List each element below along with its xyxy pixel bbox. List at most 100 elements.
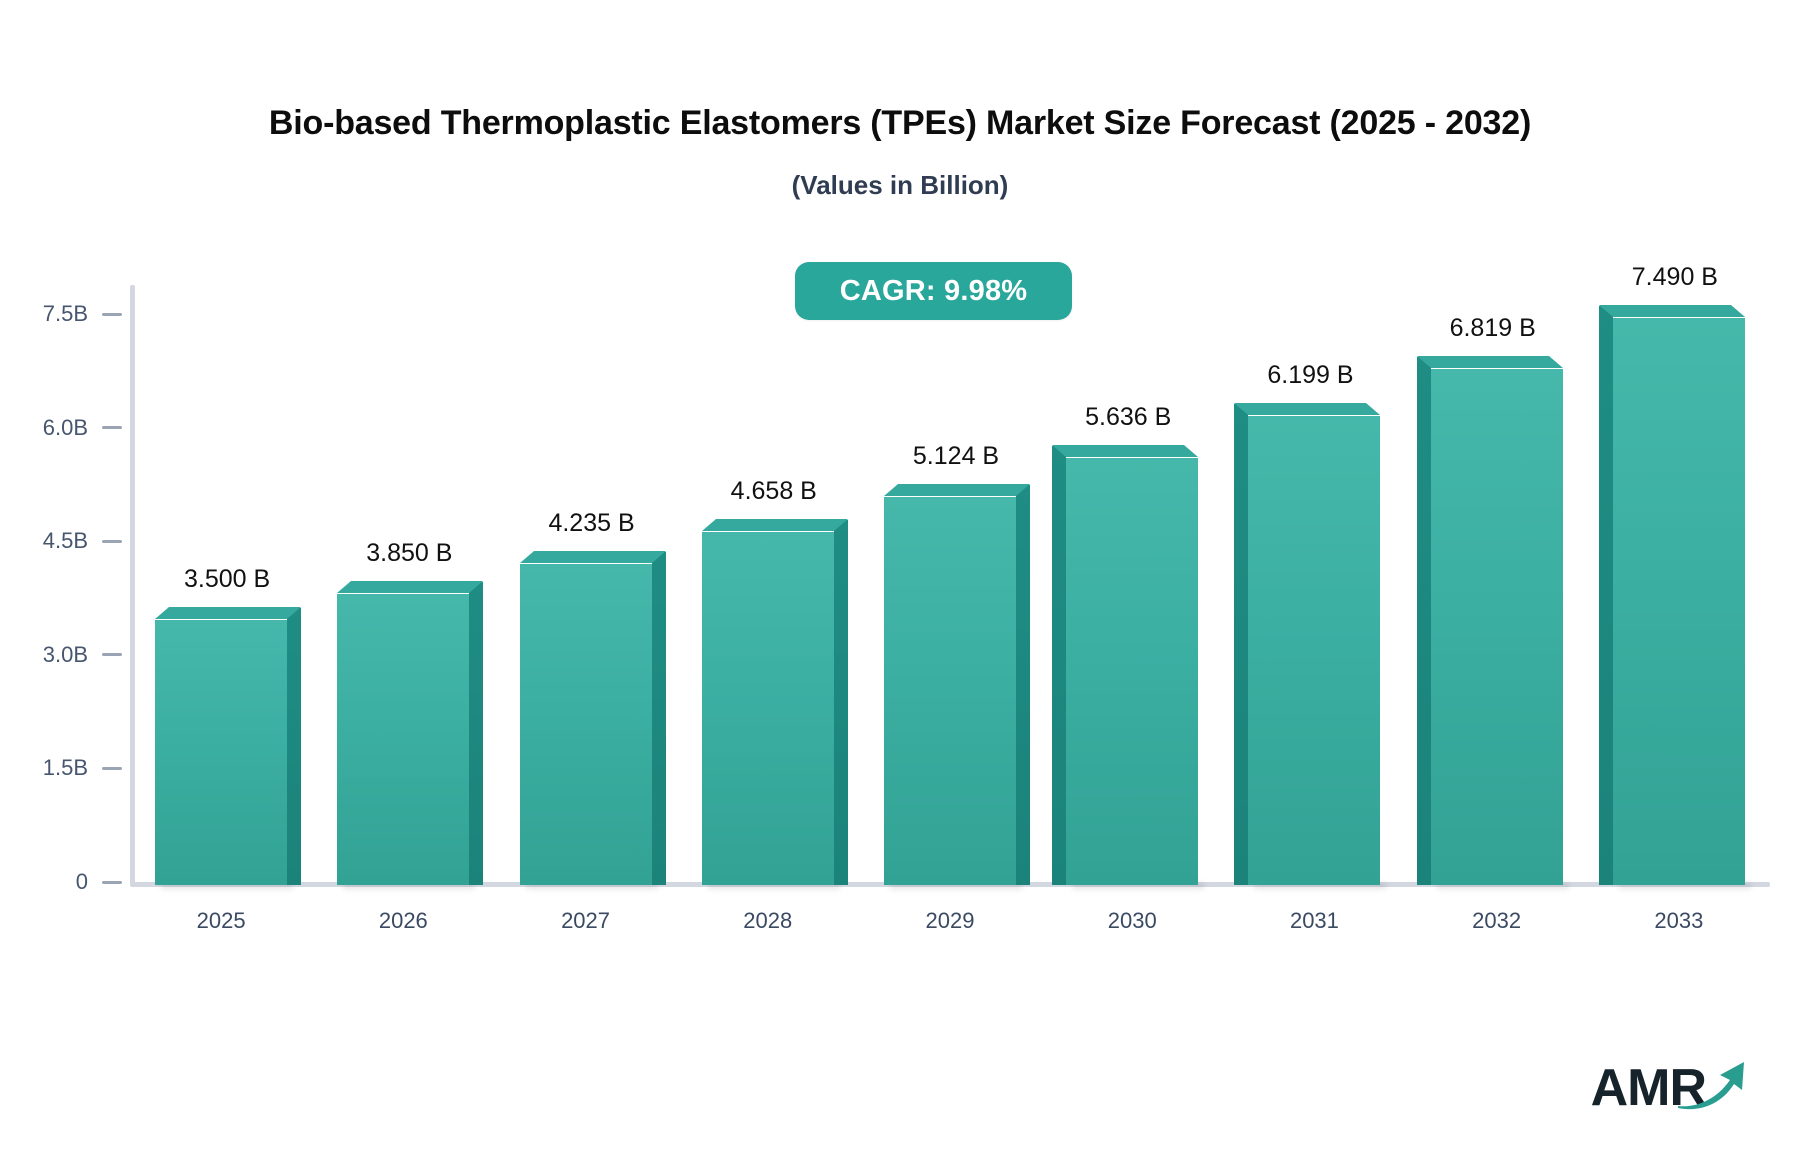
- bar-column: [701, 285, 848, 889]
- y-axis-tick-label: 1.5B: [42, 755, 88, 781]
- bar-shadow: [707, 883, 840, 889]
- cagr-badge-label: CAGR: 9.98%: [839, 274, 1028, 307]
- y-axis-tick: 3.0B: [0, 642, 122, 668]
- bar: [519, 551, 666, 889]
- bar-top-face: [1416, 355, 1563, 368]
- bar-front-face: [155, 620, 288, 885]
- y-axis-tick-label: 0: [75, 869, 88, 894]
- bar-column: [1598, 285, 1751, 889]
- bar-column: [337, 285, 484, 889]
- bar-column: [155, 285, 302, 889]
- bar-side-face: [1234, 403, 1249, 885]
- x-axis-label: 2028: [743, 908, 793, 933]
- bar-top-face: [884, 484, 1030, 497]
- bar: [884, 484, 1030, 889]
- x-axis-label: 2025: [196, 908, 246, 933]
- bar-value-label: 3.850 B: [366, 538, 453, 567]
- bar-front-face: [1066, 458, 1199, 885]
- bar-shadow: [525, 883, 658, 889]
- bar-value-label: 6.819 B: [1449, 313, 1536, 342]
- y-axis-tick: 0: [0, 869, 122, 895]
- bar-front-face: [1612, 318, 1745, 885]
- y-axis-tick: 6.0B: [0, 415, 122, 441]
- arrow-up-right-icon: [1676, 1056, 1748, 1112]
- y-axis-tick-label: 4.5B: [42, 528, 88, 554]
- y-axis-tick-mark: [102, 653, 122, 657]
- chart-title: Bio-based Thermoplastic Elastomers (TPEs…: [268, 104, 1532, 142]
- bar-side-face: [469, 581, 484, 885]
- bar-front-face: [701, 532, 834, 885]
- bar-value-label: 5.124 B: [912, 442, 1000, 471]
- bar-top-face: [155, 607, 302, 620]
- bar-side-face: [651, 552, 666, 885]
- bar-side-face: [1016, 485, 1030, 885]
- bar-shadow: [161, 883, 294, 889]
- bar-column: [1052, 285, 1205, 889]
- bar-front-face: [1248, 415, 1381, 885]
- bar-value-label: 6.199 B: [1267, 360, 1354, 389]
- y-axis-line: [130, 285, 135, 886]
- y-axis-tick: 4.5B: [0, 528, 122, 554]
- bar-top-face: [1234, 402, 1381, 415]
- y-axis-tick: 1.5B: [0, 755, 122, 781]
- bar-front-face: [337, 593, 470, 885]
- bar: [1416, 355, 1569, 889]
- bar-top-face: [701, 519, 848, 532]
- bar-side-face: [1598, 306, 1613, 885]
- x-axis-label: 2029: [925, 908, 975, 933]
- y-axis-tick-mark: [102, 539, 122, 543]
- y-axis-tick-label: 6.0B: [42, 414, 88, 440]
- bar: [337, 580, 484, 889]
- bar-front-face: [884, 497, 1016, 885]
- bar: [155, 607, 302, 889]
- bar-side-face: [1052, 446, 1067, 885]
- bar: [1234, 402, 1387, 889]
- bar-top-face: [519, 551, 666, 564]
- bar-column: [1234, 285, 1387, 889]
- bar-side-face: [287, 608, 302, 885]
- bar: [1598, 305, 1751, 889]
- bar-value-label: 4.235 B: [548, 509, 635, 538]
- bar-value-label: 5.636 B: [1085, 403, 1172, 432]
- bar-value-label: 4.658 B: [730, 477, 817, 506]
- y-axis-tick: 7.5B: [0, 301, 122, 327]
- bar-shadow: [1072, 883, 1205, 889]
- y-axis-tick-label: 3.0B: [42, 641, 88, 667]
- bar-column: [519, 285, 666, 889]
- bar-shadow: [1436, 883, 1569, 889]
- cagr-badge: CAGR: 9.98%: [795, 262, 1072, 320]
- x-axis-label: 2033: [1654, 908, 1704, 933]
- bar-column: [1416, 285, 1569, 889]
- bar-shadow: [890, 883, 1022, 889]
- x-axis-label: 2030: [1107, 908, 1157, 933]
- bar: [1052, 445, 1205, 889]
- bar-column: [884, 285, 1030, 889]
- bar-top-face: [1598, 305, 1745, 318]
- amr-logo: AMR: [1591, 1056, 1748, 1114]
- x-axis-label: 2031: [1289, 908, 1339, 933]
- y-axis-tick-mark: [102, 766, 122, 770]
- y-axis-tick-mark: [102, 426, 122, 430]
- x-axis-label: 2026: [378, 908, 428, 933]
- y-axis-tick-label: 7.5B: [42, 301, 88, 327]
- bar-front-face: [519, 564, 652, 885]
- x-axis-label: 2027: [561, 908, 611, 933]
- bar-value-label: 7.490 B: [1631, 263, 1718, 292]
- bar-side-face: [833, 520, 848, 885]
- bar-value-label: 3.500 B: [184, 565, 271, 594]
- x-axis-label: 2032: [1472, 908, 1522, 933]
- bar-top-face: [337, 580, 484, 593]
- bar: [701, 519, 848, 889]
- bar-shadow: [1254, 883, 1387, 889]
- bar-front-face: [1430, 368, 1563, 885]
- bar-series: [130, 285, 1770, 889]
- bar-top-face: [1052, 445, 1199, 458]
- bar-side-face: [1416, 356, 1431, 885]
- y-axis-tick-mark: [102, 880, 122, 884]
- bar-shadow: [343, 883, 476, 889]
- bar-shadow: [1618, 883, 1751, 889]
- amr-logo-text: AMR: [1590, 1059, 1707, 1117]
- y-axis-tick-mark: [102, 312, 122, 316]
- chart-subtitle: (Values in Billion): [791, 170, 1009, 200]
